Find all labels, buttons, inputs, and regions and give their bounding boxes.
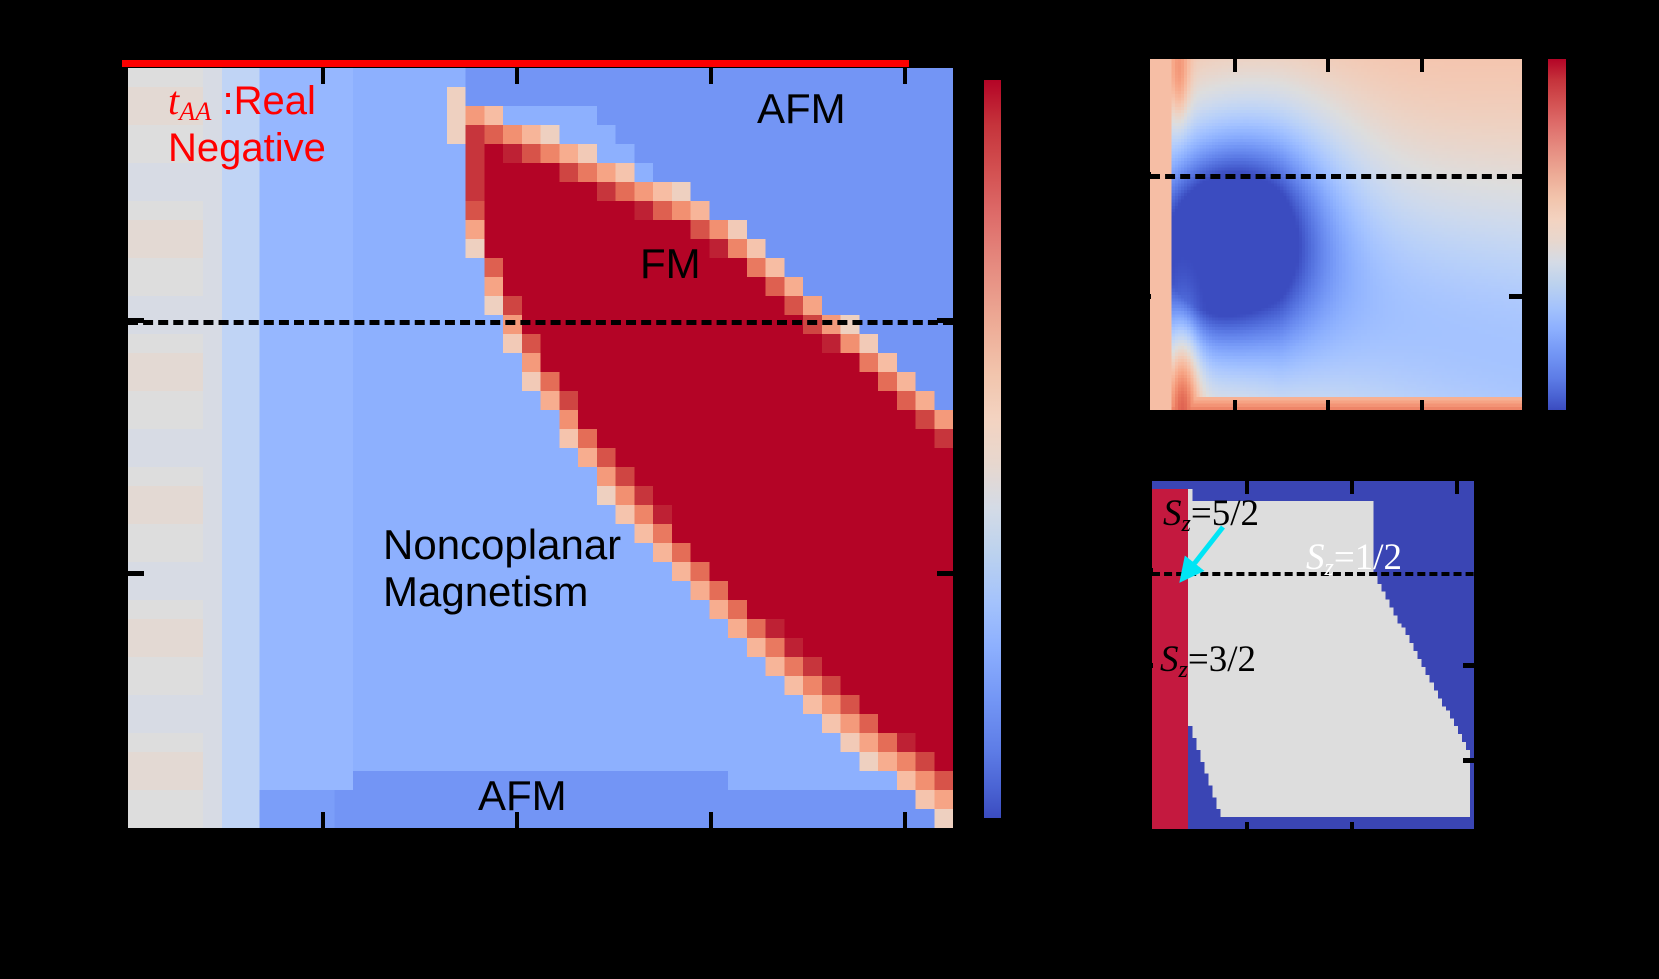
main-colorbar [984, 80, 1001, 818]
sz-12-subscript: z [1324, 554, 1334, 581]
sz-32-subscript: z [1178, 656, 1188, 683]
sz-32-symbol: S [1160, 639, 1179, 680]
inset-top-ytick-1 [1137, 172, 1151, 177]
inset-bottom-sz-plot [1152, 481, 1474, 829]
inset-top-dashed-reference-line [1150, 174, 1522, 179]
inset-top-heatmap-canvas [1150, 59, 1522, 410]
sz-52-symbol: S [1163, 493, 1182, 534]
inset-bottom-ytick-1 [1140, 568, 1153, 573]
main-ytick-left-2 [128, 571, 144, 576]
inset-bottom-ytick-r3 [1463, 758, 1476, 763]
main-xtick-top-3 [709, 68, 713, 84]
noncoplanar-line1: Noncoplanar [383, 521, 622, 568]
inset-bottom-sz-canvas [1152, 481, 1474, 829]
sz-52-value: =5/2 [1190, 493, 1260, 534]
inset-bottom-xtick-b1 [1245, 822, 1249, 835]
inset-bottom-ytick-r2 [1463, 663, 1476, 668]
main-xtick-top-2 [515, 68, 519, 84]
inset-bottom-xtick-3 [1455, 481, 1459, 494]
taa-line2: Negative [168, 125, 326, 170]
inset-top-ytick-2 [1137, 294, 1151, 299]
main-xtick-bottom-1 [321, 812, 325, 828]
inset-bottom-xtick-2 [1350, 481, 1354, 494]
inset-top-xtick-b1 [1233, 400, 1237, 413]
label-sz-5-2: Sz=5/2 [1163, 492, 1259, 538]
label-sz-1-2: Sz=1/2 [1306, 536, 1402, 582]
main-phase-diagram-plot [128, 68, 953, 828]
taa-subscript: AA [179, 95, 212, 126]
inset-top-heatmap-plot [1150, 59, 1522, 410]
main-colorbar-tick-4 [1001, 660, 1016, 665]
region-label-fm: FM [640, 240, 701, 287]
main-xtick-top-4 [903, 68, 907, 84]
inset-bottom-xtick-b2 [1350, 822, 1354, 835]
region-label-noncoplanar-magnetism: Noncoplanar Magnetism [383, 521, 621, 615]
main-colorbar-ticks [1001, 80, 1017, 818]
inset-top-ytick-r2 [1509, 294, 1523, 299]
noncoplanar-line2: Magnetism [383, 568, 589, 616]
inset-top-xtick-3 [1420, 59, 1424, 72]
main-xtick-bottom-2 [515, 812, 519, 828]
inset-top-colorbar [1548, 59, 1566, 410]
main-ytick-right-2 [937, 571, 953, 576]
sz-12-value: =1/2 [1333, 537, 1403, 578]
main-ytick-right-1 [937, 318, 953, 323]
main-colorbar-tick-3 [1001, 479, 1016, 484]
region-label-afm-bottom: AFM [478, 772, 567, 819]
main-dashed-reference-line [128, 320, 953, 325]
inset-bottom-xtick-1 [1245, 481, 1249, 494]
inset-top-xtick-1 [1233, 59, 1237, 72]
label-sz-3-2: Sz=3/2 [1160, 638, 1256, 684]
main-xtick-top-1 [321, 68, 325, 84]
main-colorbar-tick-1 [1001, 117, 1016, 122]
main-colorbar-tick-2 [1001, 298, 1016, 303]
taa-symbol: t [168, 78, 180, 123]
region-label-afm-top: AFM [757, 85, 846, 132]
main-ytick-left-1 [128, 318, 144, 323]
red-top-rule [122, 60, 909, 67]
sz-12-symbol: S [1306, 537, 1325, 578]
main-xtick-bottom-4 [903, 812, 907, 828]
inset-bottom-ytick-2 [1140, 663, 1153, 668]
sz-32-value: =3/2 [1187, 639, 1257, 680]
sz-52-subscript: z [1181, 510, 1191, 537]
inset-bottom-dashed-reference-line [1152, 572, 1558, 576]
annotation-taa-real-negative: tAA :Real Negative [168, 78, 326, 171]
cyan-arrow-icon [1179, 525, 1225, 583]
inset-top-xtick-b2 [1326, 400, 1330, 413]
inset-top-xtick-2 [1326, 59, 1330, 72]
inset-top-xtick-b3 [1420, 400, 1424, 413]
main-xtick-bottom-3 [709, 812, 713, 828]
main-heatmap-canvas [128, 68, 953, 828]
taa-rest: :Real [211, 79, 316, 123]
